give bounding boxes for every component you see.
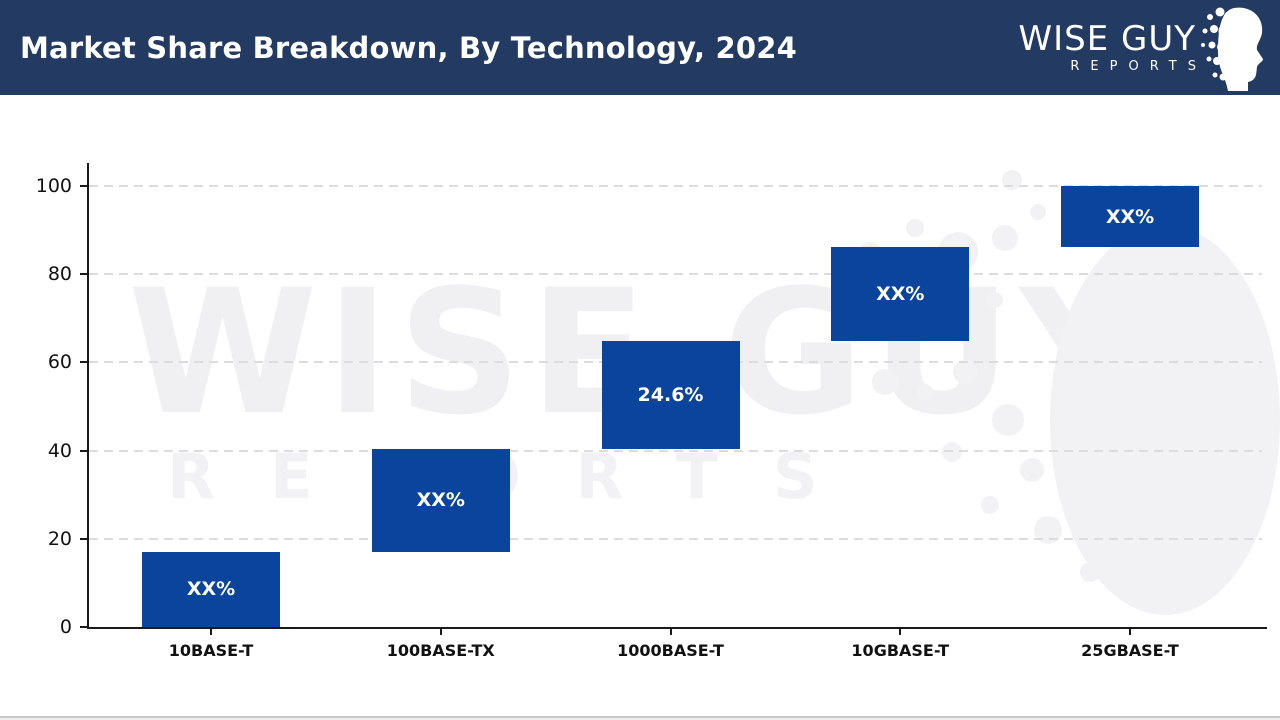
y-tick-mark	[80, 361, 87, 364]
footer-divider-sub	[0, 718, 1280, 720]
x-axis-line	[87, 627, 1267, 629]
bar-segment-10BASE-T: XX%	[142, 551, 280, 627]
wiseguy-face-icon	[1201, 7, 1263, 91]
y-tick-mark	[80, 626, 87, 628]
bar-value-label: XX%	[1105, 205, 1155, 228]
page-title: Market Share Breakdown, By Technology, 2…	[20, 30, 798, 65]
bar-value-label: XX%	[876, 283, 925, 306]
y-axis-line	[87, 163, 89, 629]
category-label-25GBASE-T: 25GBASE-T	[1081, 641, 1179, 660]
y-tick-mark	[80, 449, 87, 452]
y-tick-mark	[80, 537, 87, 540]
y-tick-mark	[80, 273, 87, 276]
bar-segment-10GBASE-T: XX%	[831, 247, 970, 341]
gridline-40	[89, 449, 1262, 452]
bar-value-label: XX%	[186, 578, 236, 601]
header: Market Share Breakdown, By Technology, 2…	[0, 0, 1280, 95]
footer-divider	[0, 716, 1280, 718]
y-tick-label: 80	[47, 263, 72, 286]
bar-segment-25GBASE-T: XX%	[1061, 186, 1199, 248]
y-tick-label: 100	[35, 175, 72, 197]
logo-wordmark: WISE GUY	[1018, 19, 1196, 59]
y-tick-label: 40	[47, 439, 72, 462]
category-label-10BASE-T: 10BASE-T	[168, 641, 254, 660]
wiseguy-logo: WISE GUY REPORTS	[1018, 5, 1266, 91]
gridline-100	[89, 185, 1262, 187]
category-label-10GBASE-T: 10GBASE-T	[851, 641, 950, 660]
logo-subtitle: REPORTS	[1070, 59, 1207, 74]
category-label-1000BASE-T: 1000BASE-T	[617, 641, 724, 660]
bar-segment-100BASE-TX: XX%	[371, 449, 510, 552]
y-tick-label: 20	[47, 527, 72, 550]
y-tick-label: 60	[47, 351, 72, 374]
y-tick-mark	[80, 185, 87, 187]
bar-value-label: 24.6%	[637, 384, 704, 407]
x-tick-mark	[899, 629, 902, 635]
bar-segment-1000BASE-T: 24.6%	[601, 340, 740, 450]
bar-value-label: XX%	[416, 489, 465, 512]
x-tick-mark	[669, 629, 672, 635]
x-tick-mark	[1129, 629, 1131, 635]
x-tick-mark	[210, 629, 212, 635]
y-tick-label: 0	[59, 616, 72, 638]
category-label-100BASE-TX: 100BASE-TX	[386, 641, 495, 660]
x-tick-mark	[439, 629, 442, 635]
gridline-80	[89, 273, 1262, 276]
gridline-20	[89, 537, 1262, 540]
